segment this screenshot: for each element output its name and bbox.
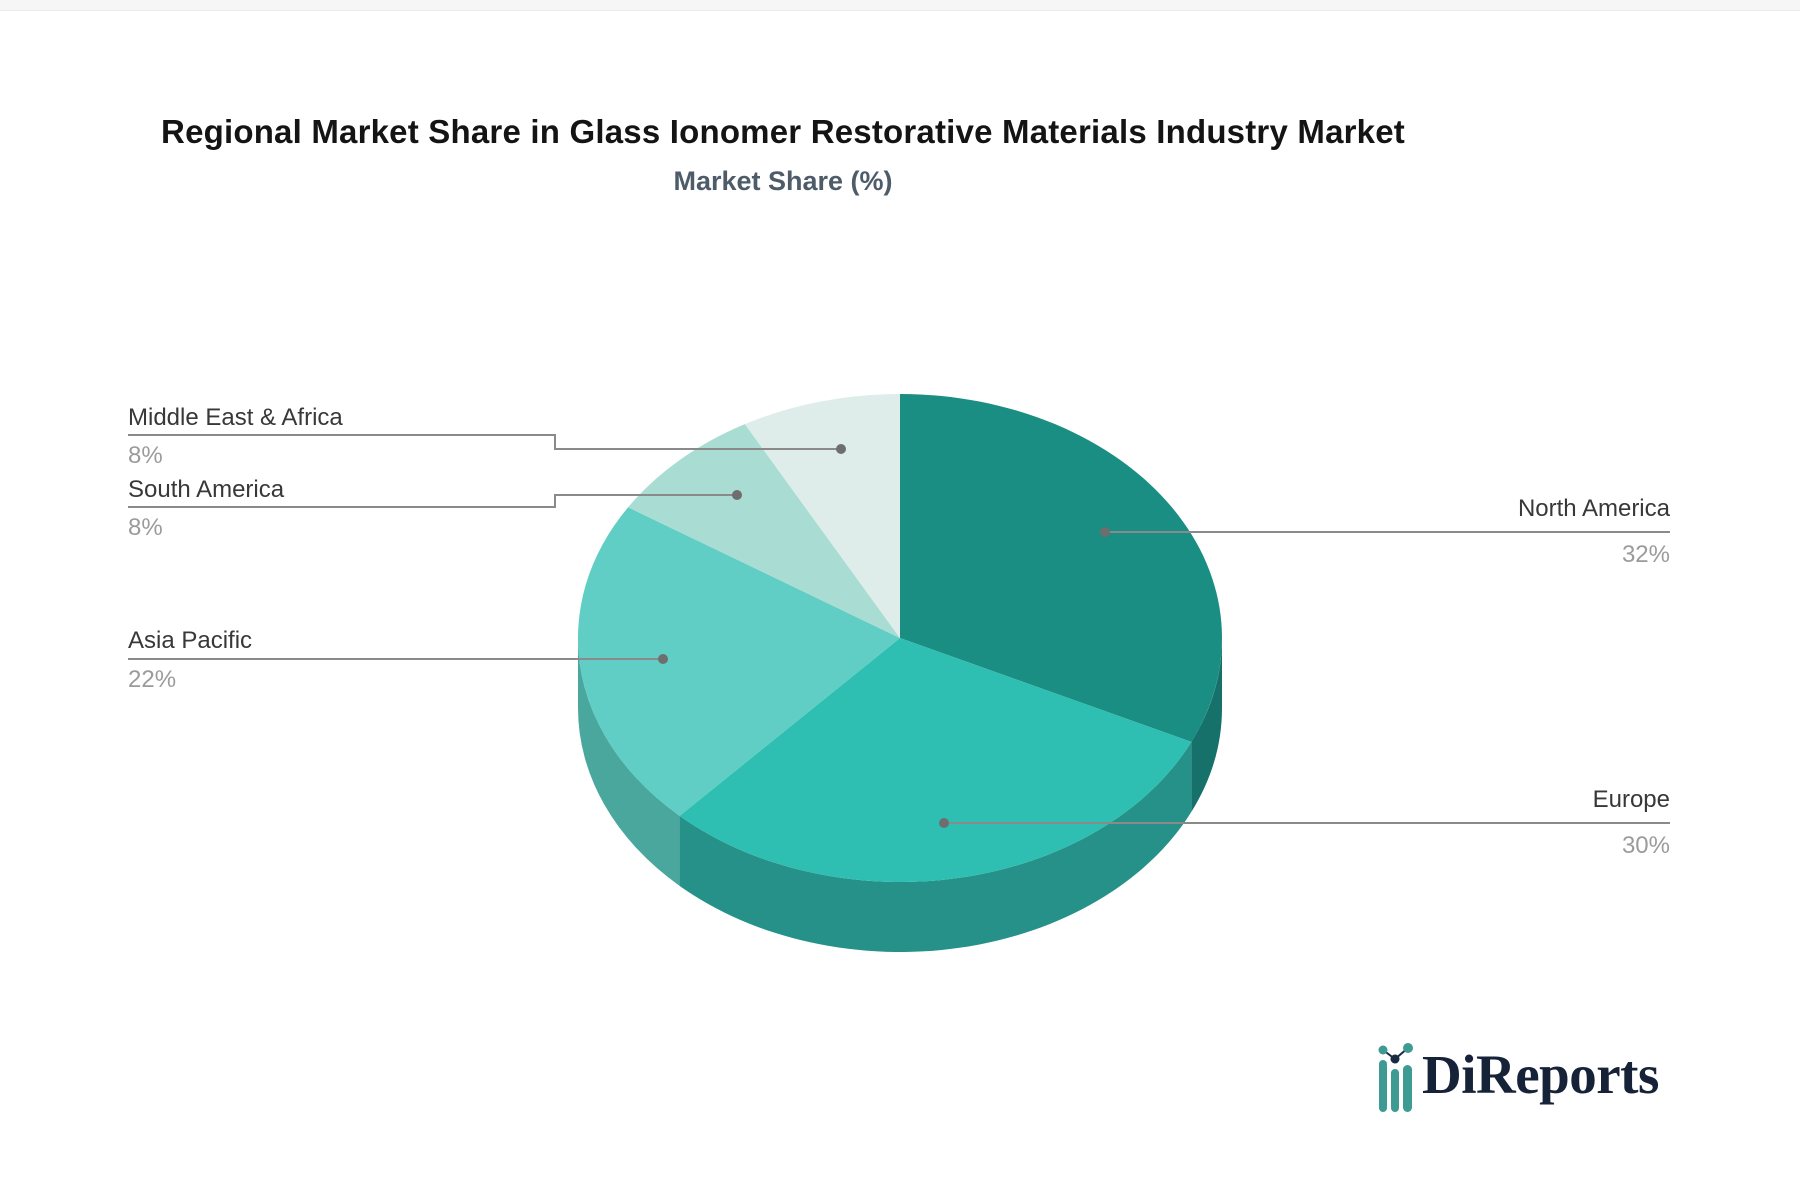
chart-subtitle: Market Share (%) (673, 165, 893, 196)
page-top-strip (0, 0, 1800, 11)
callout-label-asia-pacific: Asia Pacific (128, 627, 253, 654)
callout-label-south-america: South America (128, 476, 285, 503)
pie-slice-side-asia-pacific (578, 638, 680, 886)
pie-slice-side-europe (679, 741, 1192, 952)
chart-heading: Regional Market Share in Glass Ionomer R… (0, 112, 1566, 197)
callout-label-north-america: North America (1517, 495, 1670, 522)
callout-dot-asia-pacific (658, 654, 668, 664)
callout-value-north-america: 32% (1621, 541, 1670, 568)
pie-slice-asia-pacific[interactable] (578, 507, 900, 816)
callout-dot-europe (939, 818, 949, 828)
pie-slice-side-north-america (1191, 638, 1222, 812)
callout-value-asia-pacific: 22% (128, 666, 177, 693)
callout-value-south-america: 8% (128, 514, 163, 541)
callout-label-europe: Europe (1592, 786, 1670, 813)
pie-slice-south-america[interactable] (628, 424, 900, 638)
pie-slice-europe[interactable] (679, 638, 1192, 882)
callout-dot-south-america (732, 490, 742, 500)
mini-bar-line-chart-icon (1378, 1043, 1413, 1112)
callout-line-middle-east-africa (128, 434, 841, 450)
callout-value-middle-east-africa: 8% (128, 442, 163, 469)
callout-dot-north-america (1100, 527, 1110, 537)
pie-slice-middle-east-africa[interactable] (744, 394, 900, 638)
brand-logo: DiReports (1377, 1036, 1707, 1116)
chart-title: Regional Market Share in Glass Ionomer R… (161, 113, 1405, 150)
callout-value-europe: 30% (1621, 832, 1670, 859)
brand-logo-text: DiReports (1422, 1044, 1659, 1105)
pie-slice-north-america[interactable] (900, 394, 1222, 742)
callout-label-middle-east-africa: Middle East & Africa (128, 404, 343, 431)
callout-dot-middle-east-africa (836, 444, 846, 454)
callout-line-south-america (128, 494, 737, 508)
